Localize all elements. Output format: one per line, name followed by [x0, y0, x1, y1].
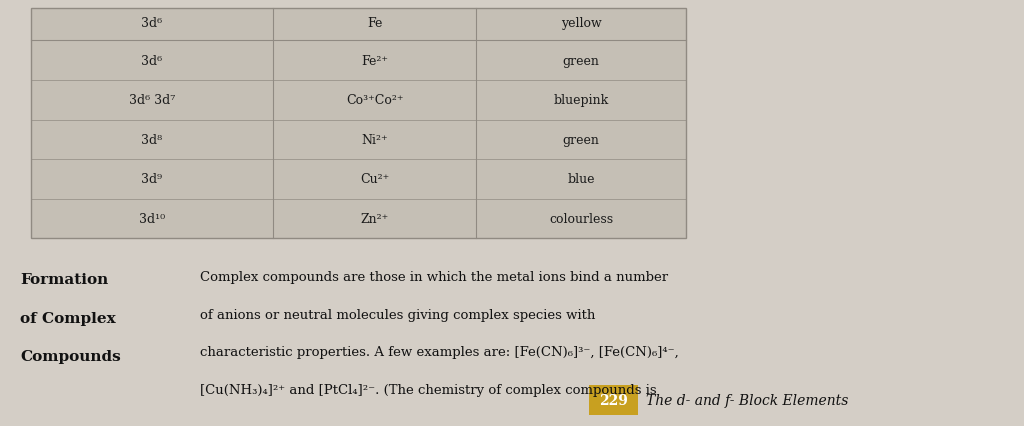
- Text: Fe: Fe: [367, 17, 383, 30]
- Text: 3d⁹: 3d⁹: [141, 173, 163, 186]
- Text: The d- and f- Block Elements: The d- and f- Block Elements: [646, 393, 849, 407]
- Text: Cu²⁺: Cu²⁺: [360, 173, 389, 186]
- Text: 3d⁶: 3d⁶: [141, 17, 163, 30]
- Text: Ni²⁺: Ni²⁺: [361, 133, 388, 147]
- Text: Complex compounds are those in which the metal ions bind a number: Complex compounds are those in which the…: [200, 271, 668, 283]
- Text: colourless: colourless: [549, 212, 613, 225]
- Text: 3d⁸: 3d⁸: [141, 133, 163, 147]
- Text: bluepink: bluepink: [554, 94, 609, 107]
- Text: yellow: yellow: [561, 17, 601, 30]
- Text: blue: blue: [567, 173, 595, 186]
- Text: 3d⁶: 3d⁶: [141, 55, 163, 68]
- Text: Compounds: Compounds: [20, 349, 121, 363]
- Bar: [31, 9, 686, 239]
- Bar: [589, 385, 638, 415]
- Text: green: green: [563, 55, 600, 68]
- Text: Zn²⁺: Zn²⁺: [360, 212, 389, 225]
- Text: of Complex: of Complex: [20, 311, 117, 325]
- Text: characteristic properties. A few examples are: [Fe(CN)₆]³⁻, [Fe(CN)₆]⁴⁻,: characteristic properties. A few example…: [200, 345, 679, 358]
- Text: Formation: Formation: [20, 273, 109, 287]
- Text: Fe²⁺: Fe²⁺: [361, 55, 388, 68]
- Text: Co³⁺Co²⁺: Co³⁺Co²⁺: [346, 94, 403, 107]
- Text: green: green: [563, 133, 600, 147]
- Text: 3d¹⁰: 3d¹⁰: [139, 212, 165, 225]
- Text: 3d⁶ 3d⁷: 3d⁶ 3d⁷: [129, 94, 175, 107]
- Text: of anions or neutral molecules giving complex species with: of anions or neutral molecules giving co…: [200, 308, 595, 321]
- Text: 229: 229: [599, 393, 628, 407]
- Text: [Cu(NH₃)₄]²⁺ and [PtCl₄]²⁻. (The chemistry of complex compounds is: [Cu(NH₃)₄]²⁺ and [PtCl₄]²⁻. (The chemist…: [200, 383, 656, 396]
